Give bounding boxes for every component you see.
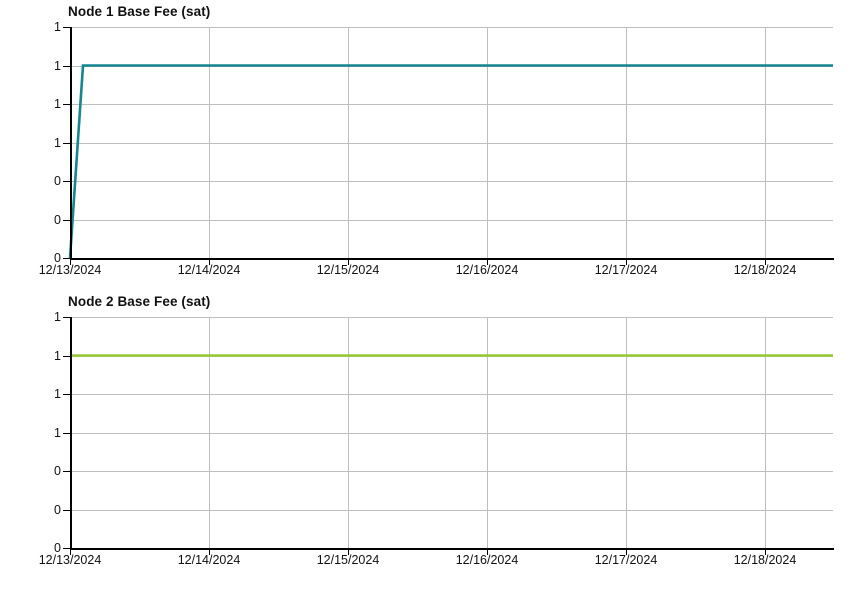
y-axis-label: 1 [54,97,61,111]
x-axis-line-node-2 [70,548,834,550]
x-axis-label: 12/16/2024 [455,263,519,277]
x-axis-label: 12/18/2024 [733,263,797,277]
y-axis-label: 1 [54,348,61,363]
x-axis-label: 12/18/2024 [733,553,797,567]
gridline-h [70,142,833,144]
x-axis-label: 12/13/2024 [38,263,102,277]
x-axis-line-node-1 [70,258,834,260]
gridline-v [209,317,210,548]
gridline-h [70,394,833,395]
gridline-v [209,27,210,258]
y-tick [63,181,71,182]
y-axis-label: 0 [54,174,61,188]
y-tick [63,394,71,395]
chart-title-node-2: Node 2 Base Fee (sat) [68,294,211,309]
gridline-h [70,471,833,472]
x-tick [70,548,71,555]
gridline-h [70,317,833,318]
y-axis-line-node-2 [70,317,72,549]
chart-panel-node-2: Node 2 Base Fee (sat) [0,290,860,580]
gridline-v [487,317,488,548]
x-axis-label: 12/17/2024 [594,263,658,277]
y-axis-label: 0 [54,502,61,517]
x-tick [487,258,488,265]
x-axis-label: 12/16/2024 [455,553,519,567]
y-tick [63,258,71,259]
y-axis-label: 0 [54,251,61,265]
x-axis-label: 12/17/2024 [594,553,658,567]
y-tick [63,355,71,357]
y-axis-label: 1 [54,310,61,324]
y-axis-label: 1 [54,387,61,401]
x-tick [487,548,488,555]
x-axis-label: 12/13/2024 [38,553,102,567]
x-axis-label: 12/15/2024 [316,553,380,567]
y-axis-label: 1 [54,135,61,150]
plot-area-node-1 [68,27,833,259]
x-tick [626,548,627,555]
y-axis-label: 1 [54,425,61,440]
chart-panel-node-1: Node 1 Base Fee (sat) [0,0,860,290]
x-axis-label: 12/14/2024 [177,553,241,567]
gridline-v [348,27,349,258]
y-tick [63,142,71,144]
y-tick [63,548,71,549]
y-axis-label: 0 [54,212,61,227]
y-tick [63,219,71,221]
gridline-h [70,181,833,182]
x-tick [70,258,71,265]
series-line-node-2 [70,354,833,357]
y-tick [63,104,71,105]
x-tick [209,258,210,265]
y-tick [63,509,71,511]
y-tick [63,432,71,434]
x-tick [348,548,349,555]
y-axis-line-node-1 [70,27,72,259]
gridline-h [70,104,833,105]
y-axis-label: 1 [54,58,61,73]
x-tick [348,258,349,265]
series-line-node-1 [68,64,833,259]
y-tick [63,27,71,28]
y-axis-label: 0 [54,541,61,555]
y-axis-label: 1 [54,20,61,34]
gridline-v [765,317,766,548]
gridline-v [765,27,766,258]
y-tick [63,471,71,472]
y-axis-label: 0 [54,464,61,478]
x-tick [209,548,210,555]
gridline-v [626,317,627,548]
x-axis-label: 12/15/2024 [316,263,380,277]
gridline-h [70,219,833,221]
gridline-v [348,317,349,548]
x-axis-label: 12/14/2024 [177,263,241,277]
gridline-h [70,27,833,28]
gridline-v [626,27,627,258]
y-tick [63,65,71,67]
y-tick [63,317,71,318]
x-tick [765,258,766,265]
gridline-h [70,432,833,434]
gridline-v [487,27,488,258]
x-tick [765,548,766,555]
chart-title-node-1: Node 1 Base Fee (sat) [68,4,211,19]
x-tick [626,258,627,265]
plot-area-node-2 [70,317,833,548]
series-polyline-node-1 [68,64,833,259]
gridline-h [70,509,833,511]
